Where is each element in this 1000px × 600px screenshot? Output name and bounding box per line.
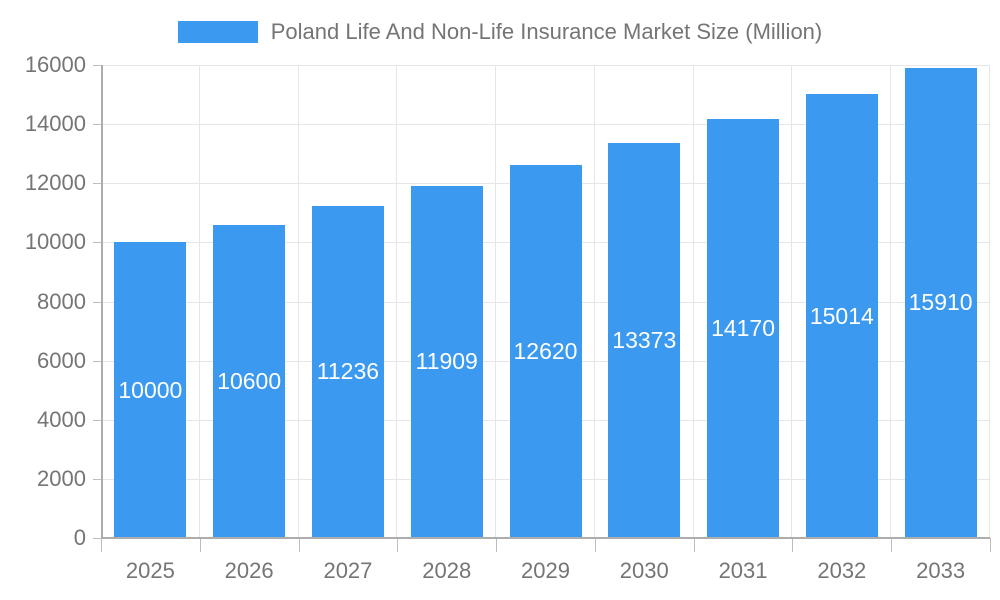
y-axis-tick-label: 2000 xyxy=(37,465,86,491)
bar-value-label: 11236 xyxy=(316,358,380,385)
gridline-horizontal xyxy=(101,65,990,66)
bar-2029[interactable]: 12620 xyxy=(509,164,582,538)
bar-2031[interactable]: 14170 xyxy=(707,119,780,538)
y-axis-line xyxy=(101,65,103,538)
legend-swatch xyxy=(177,21,258,43)
gridline-vertical xyxy=(791,65,793,538)
y-axis-tick-label: 12000 xyxy=(24,170,86,196)
y-axis-tick xyxy=(93,65,101,66)
bar-value-label: 15014 xyxy=(809,302,874,329)
x-axis-line xyxy=(101,537,990,539)
plot-area: 10000 10600 11236 11909 12620 13373 14170 15014… xyxy=(101,65,990,539)
y-axis-tick xyxy=(93,478,101,480)
gridline-vertical xyxy=(593,65,595,538)
y-axis-tick xyxy=(93,242,101,244)
x-axis-tick-label-2026: 2026 xyxy=(224,558,274,583)
x-axis-tick xyxy=(990,538,991,552)
bar-2032[interactable]: 15014 xyxy=(805,94,878,538)
bar-value-label: 14170 xyxy=(711,315,776,342)
x-axis-tick xyxy=(594,538,596,552)
x-axis-tick xyxy=(298,538,300,552)
y-axis-tick-label: 6000 xyxy=(37,347,86,373)
bar-value-label: 12620 xyxy=(513,337,578,364)
x-axis-tick xyxy=(101,538,102,552)
x-axis-tick-label-2029: 2029 xyxy=(521,558,570,583)
y-axis-tick-label: 8000 xyxy=(37,288,86,314)
x-axis-tick xyxy=(891,538,893,552)
y-axis-tick-label: 0 xyxy=(73,525,86,550)
x-axis-tick xyxy=(397,538,399,552)
y-axis-tick xyxy=(93,419,101,421)
gridline-vertical xyxy=(396,65,398,538)
gridline-vertical xyxy=(989,65,990,538)
gridline-vertical xyxy=(198,65,200,538)
gridline-vertical xyxy=(495,65,497,538)
bar-value-label: 10600 xyxy=(217,367,282,394)
bar-value-label: 13373 xyxy=(612,326,677,353)
bar-2025[interactable]: 10000 xyxy=(114,242,187,538)
bar-2026[interactable]: 10600 xyxy=(213,224,286,538)
gridline-horizontal xyxy=(101,124,990,126)
bar-2028[interactable]: 11909 xyxy=(410,185,483,538)
y-axis-tick xyxy=(93,183,101,185)
y-axis-tick-label: 4000 xyxy=(37,406,86,432)
x-axis-tick xyxy=(792,538,794,552)
bar-2027[interactable]: 11236 xyxy=(311,205,384,538)
bar-value-label: 10000 xyxy=(118,376,183,403)
bar-value-label: 15910 xyxy=(908,289,973,316)
x-axis-tick-label-2028: 2028 xyxy=(422,558,472,583)
gridline-vertical xyxy=(692,65,694,538)
x-axis-tick-label-2033: 2033 xyxy=(916,558,966,583)
bar-2030[interactable]: 13373 xyxy=(608,142,681,538)
legend-label: Poland Life And Non-Life Insurance Marke… xyxy=(270,19,823,44)
gridline-vertical xyxy=(890,65,892,538)
legend[interactable]: Poland Life And Non-Life Insurance Marke… xyxy=(0,19,1000,45)
y-axis-tick-label: 10000 xyxy=(24,229,86,255)
gridline-vertical xyxy=(297,65,299,538)
x-axis-tick xyxy=(693,538,695,552)
x-axis-tick-label-2032: 2032 xyxy=(817,558,867,583)
x-axis-tick-label-2030: 2030 xyxy=(619,558,669,583)
x-axis-tick-label-2027: 2027 xyxy=(323,558,373,583)
y-axis-tick xyxy=(93,124,101,126)
bar-2033[interactable]: 15910 xyxy=(904,67,977,538)
x-axis-tick xyxy=(496,538,498,552)
y-axis-tick xyxy=(93,301,101,303)
bar-value-label: 11909 xyxy=(415,348,478,375)
x-axis-tick xyxy=(199,538,201,552)
x-axis-tick-label-2025: 2025 xyxy=(125,558,175,583)
y-axis-tick-label: 14000 xyxy=(24,111,86,137)
y-axis-tick xyxy=(93,360,101,362)
y-axis-tick-label: 16000 xyxy=(24,52,86,77)
y-axis-tick xyxy=(93,538,101,539)
x-axis-tick-label-2031: 2031 xyxy=(718,558,768,583)
